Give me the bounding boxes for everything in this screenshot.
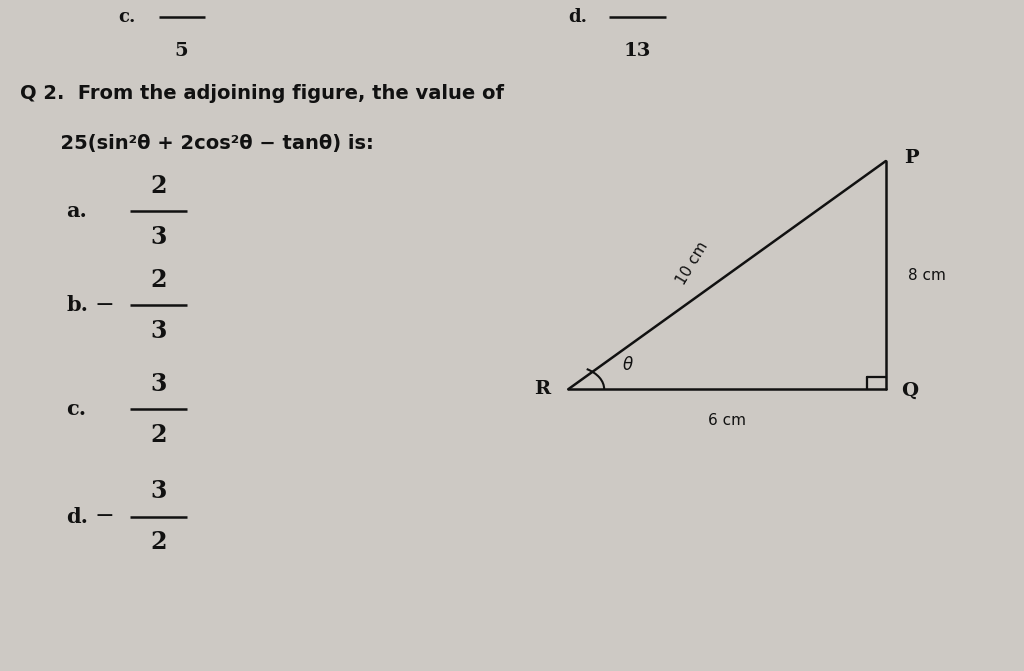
Text: −: − [95, 505, 115, 528]
Text: 25(sin²θ + 2cos²θ − tanθ) is:: 25(sin²θ + 2cos²θ − tanθ) is: [20, 134, 374, 153]
Text: 3: 3 [151, 225, 167, 249]
Text: 6 cm: 6 cm [708, 413, 746, 427]
Text: Q: Q [901, 382, 919, 400]
Text: 3: 3 [151, 479, 167, 503]
Text: 8 cm: 8 cm [908, 268, 946, 282]
Text: R: R [534, 380, 550, 398]
Text: 2: 2 [151, 174, 167, 198]
Text: $\theta$: $\theta$ [622, 356, 634, 374]
Text: P: P [904, 149, 919, 166]
Text: 2: 2 [151, 423, 167, 447]
Text: 13: 13 [624, 42, 650, 60]
Text: 5: 5 [174, 42, 188, 60]
Text: d.: d. [67, 507, 88, 527]
Text: 2: 2 [151, 268, 167, 292]
Text: −: − [95, 294, 115, 317]
Text: c.: c. [118, 8, 135, 25]
Text: a.: a. [67, 201, 87, 221]
Text: 3: 3 [151, 319, 167, 343]
Text: 2: 2 [151, 530, 167, 554]
Text: Q 2.  From the adjoining figure, the value of: Q 2. From the adjoining figure, the valu… [20, 84, 505, 103]
Text: d.: d. [568, 8, 588, 25]
Text: b.: b. [67, 295, 88, 315]
Text: c.: c. [67, 399, 87, 419]
Text: 3: 3 [151, 372, 167, 396]
Text: 10 cm: 10 cm [674, 239, 711, 287]
